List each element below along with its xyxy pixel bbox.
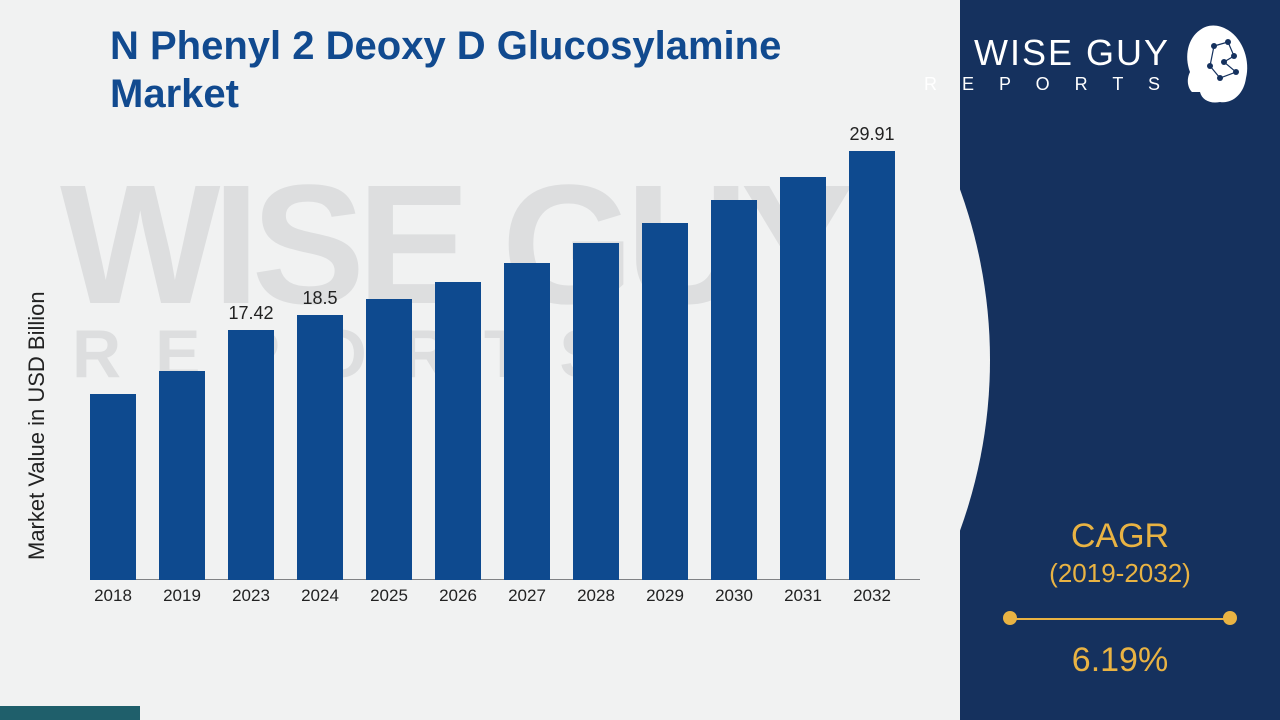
cagr-divider <box>1010 609 1230 627</box>
bar: 2027 <box>504 263 550 580</box>
bar-value-label: 29.91 <box>840 124 904 145</box>
x-tick-label: 2024 <box>288 580 352 606</box>
x-tick-label: 2018 <box>81 580 145 606</box>
bar: 2029 <box>642 223 688 580</box>
brand-logo: WISE GUY R E P O R T S <box>924 22 1252 106</box>
bar: 2018 <box>90 394 136 580</box>
logo-line2: R E P O R T S <box>924 75 1170 93</box>
bar: 18.52024 <box>297 315 343 580</box>
bar-rect <box>504 263 550 580</box>
bar: 2025 <box>366 299 412 580</box>
head-icon <box>1180 22 1252 106</box>
bar: 29.912032 <box>849 151 895 580</box>
bar-rect <box>642 223 688 580</box>
cagr-box: CAGR (2019-2032) 6.19% <box>980 517 1260 680</box>
x-tick-label: 2025 <box>357 580 421 606</box>
bar-rect <box>366 299 412 580</box>
bar-rect <box>711 200 757 580</box>
bottom-accent-bar <box>0 706 140 720</box>
x-tick-label: 2026 <box>426 580 490 606</box>
cagr-title: CAGR <box>980 517 1260 556</box>
dot-icon <box>1223 611 1237 625</box>
x-tick-label: 2029 <box>633 580 697 606</box>
cagr-value: 6.19% <box>980 641 1260 680</box>
x-tick-label: 2031 <box>771 580 835 606</box>
bar-rect <box>90 394 136 580</box>
bar-rect <box>159 371 205 580</box>
bar: 2030 <box>711 200 757 580</box>
bar-chart: 2018 2019 17.422023 18.52024 2025 2026 2027 202… <box>90 150 920 580</box>
bar-rect <box>849 151 895 580</box>
bar-value-label: 18.5 <box>288 288 352 309</box>
cagr-period: (2019-2032) <box>980 558 1260 589</box>
bar-rect <box>780 177 826 580</box>
x-tick-label: 2023 <box>219 580 283 606</box>
y-axis-label: Market Value in USD Billion <box>24 291 50 560</box>
chart-title: N Phenyl 2 Deoxy D Glucosylamine Market <box>110 22 890 118</box>
bar: 2026 <box>435 282 481 580</box>
bar: 2019 <box>159 371 205 580</box>
bar: 2031 <box>780 177 826 580</box>
infographic-stage: WISE GUY REPORTS N Phenyl 2 Deoxy D Gluc… <box>0 0 1280 720</box>
dot-icon <box>1003 611 1017 625</box>
bar-rect <box>573 243 619 580</box>
bar: 2028 <box>573 243 619 580</box>
bar-rect <box>435 282 481 580</box>
x-tick-label: 2019 <box>150 580 214 606</box>
x-tick-label: 2030 <box>702 580 766 606</box>
bar-rect <box>297 315 343 580</box>
bar-rect <box>228 330 274 580</box>
bar-value-label: 17.42 <box>219 303 283 324</box>
bar: 17.422023 <box>228 330 274 580</box>
logo-line1: WISE GUY <box>924 35 1170 71</box>
x-tick-label: 2027 <box>495 580 559 606</box>
x-tick-label: 2032 <box>840 580 904 606</box>
x-tick-label: 2028 <box>564 580 628 606</box>
